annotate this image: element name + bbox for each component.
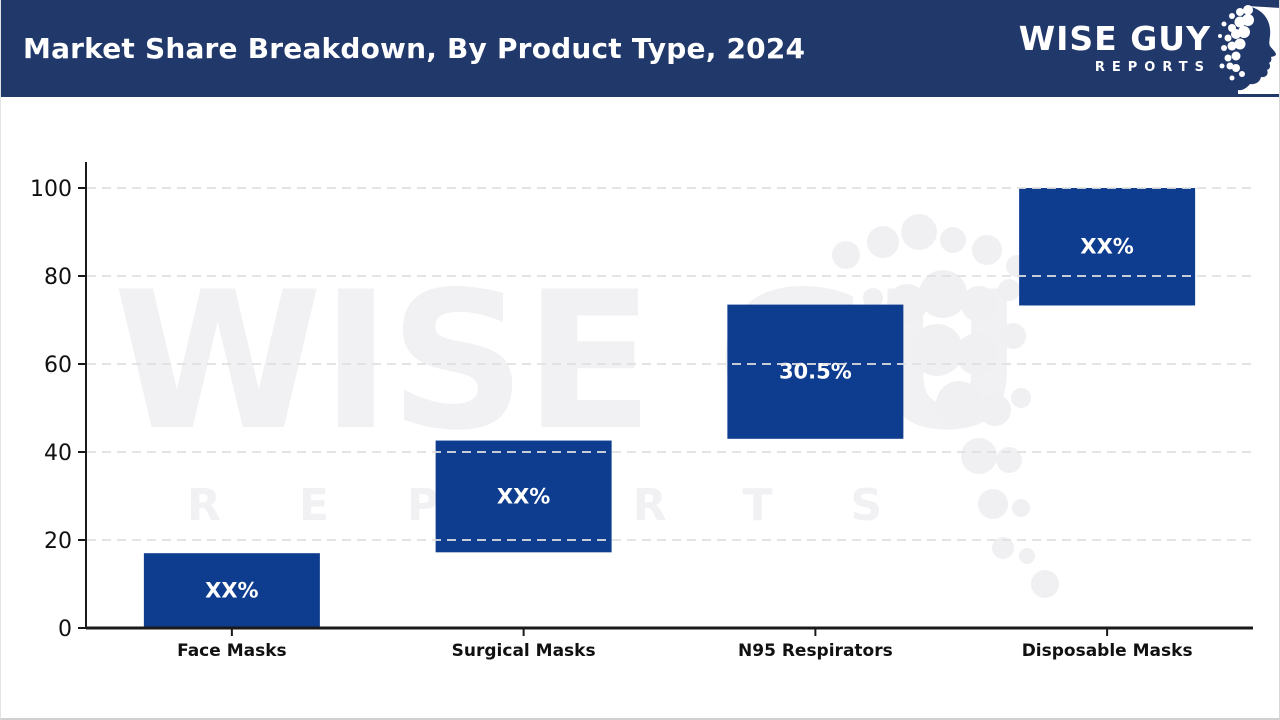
y-tick-label: 80	[44, 265, 72, 290]
logo-reports-text: REPORTS	[1094, 60, 1211, 75]
x-category-label: Face Masks	[177, 641, 287, 661]
chart-area: WISE GU REPORTS XX%XX%30.5%XX%0204060801…	[1, 97, 1279, 718]
x-category-label: Disposable Masks	[1022, 641, 1193, 661]
bars-group: XX%XX%30.5%XX%	[143, 188, 1196, 628]
bar-value-label: XX%	[1080, 235, 1133, 259]
bar-value-label: XX%	[497, 484, 550, 508]
y-tick-label: 60	[44, 353, 72, 378]
axes-group: 0 20 40 60 80 100 Face Masks Surgical Masks N95 …	[30, 162, 1253, 661]
wiseguy-face-logo-icon	[1218, 5, 1279, 94]
header-bar: Market Share Breakdown, By Product Type,…	[1, 0, 1279, 97]
wiseguy-logo: WISE GUY REPORTS	[1018, 19, 1211, 76]
x-category-label: Surgical Masks	[452, 641, 596, 661]
bar-n95-respirators	[727, 304, 904, 439]
bar-value-label: XX%	[205, 579, 258, 603]
y-tick-label: 20	[44, 529, 72, 554]
bar-surgical-masks	[435, 440, 612, 553]
y-tick-label: 100	[30, 177, 72, 202]
y-tick-label: 40	[44, 441, 72, 466]
logo-wordmark: WISE GUY	[1018, 19, 1211, 58]
y-tick-label: 0	[58, 617, 72, 642]
bar-disposable-masks	[1019, 188, 1196, 306]
x-category-label: N95 Respirators	[738, 641, 893, 661]
bar-face-masks	[143, 553, 320, 628]
page-title: Market Share Breakdown, By Product Type,…	[23, 32, 806, 65]
